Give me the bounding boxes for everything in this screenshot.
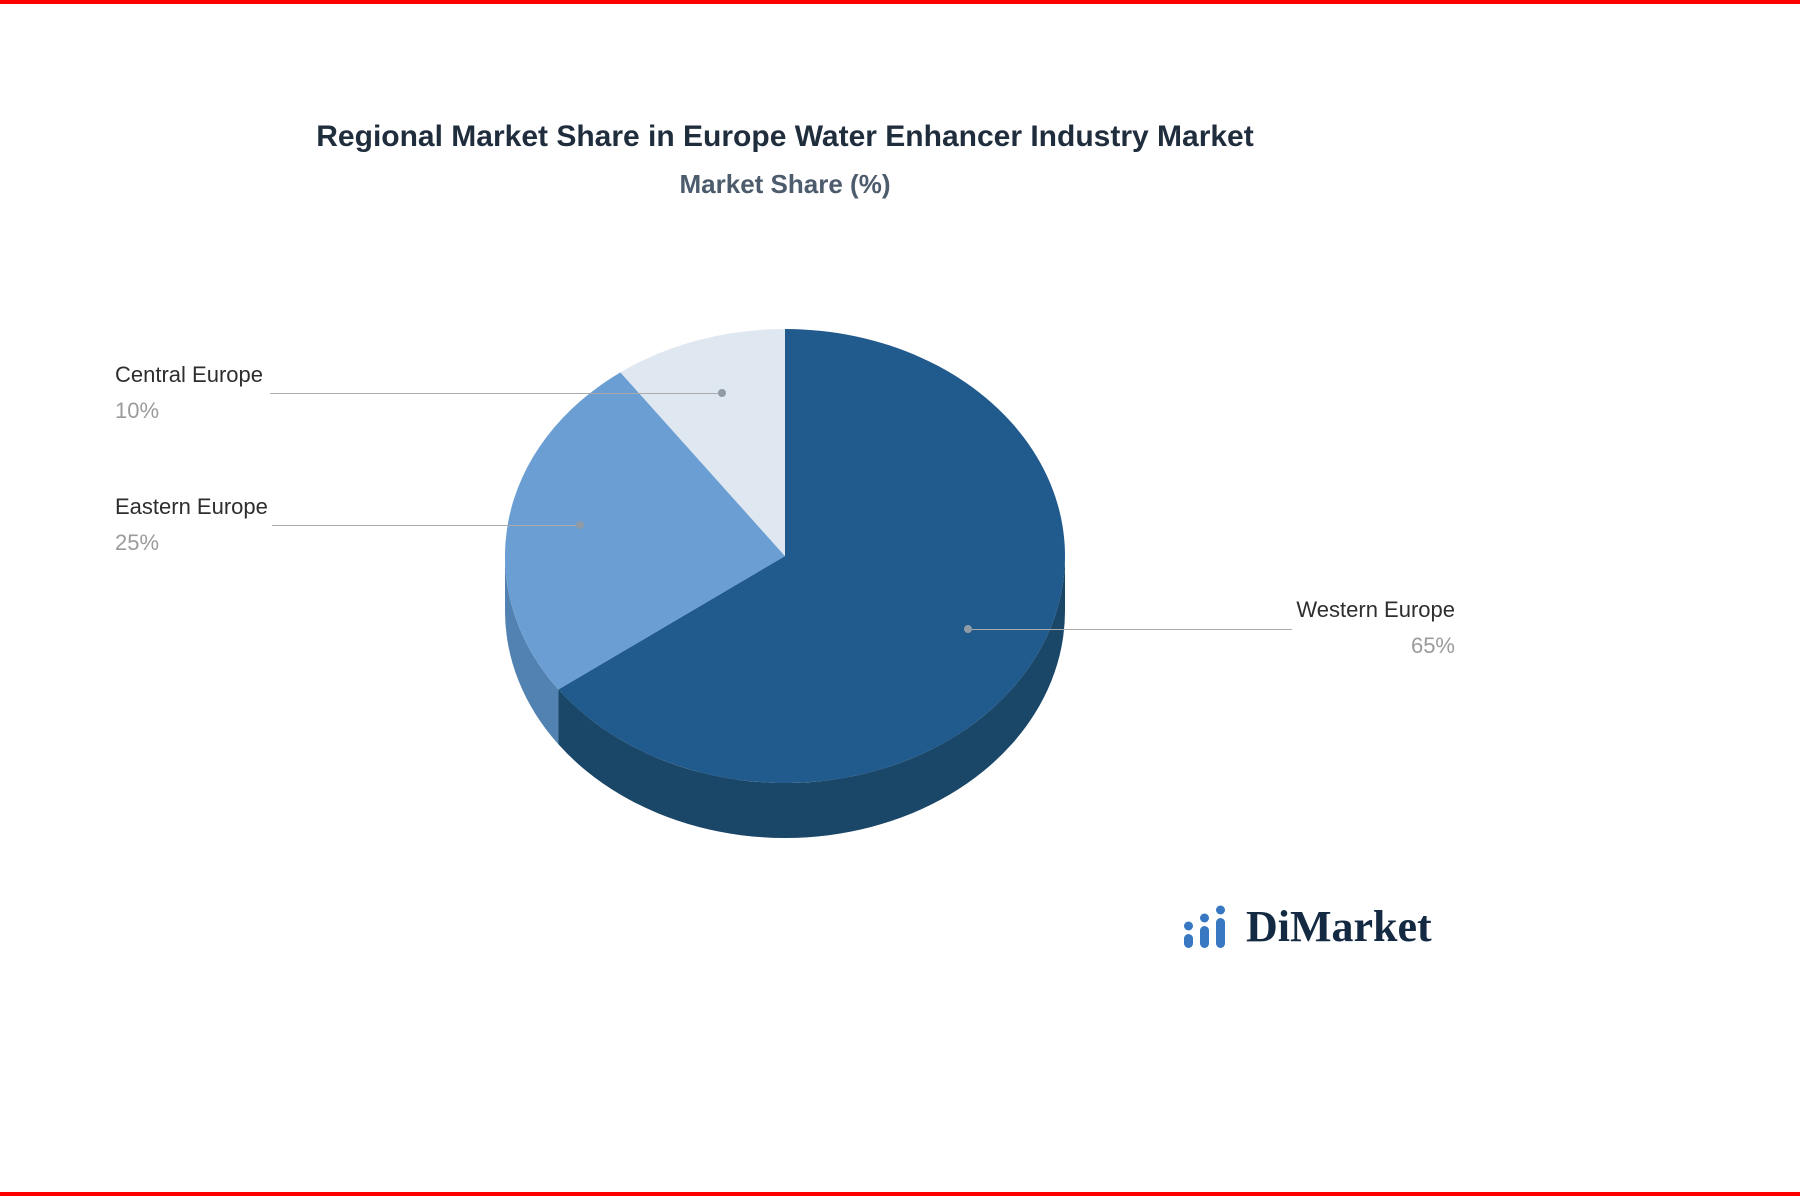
- bottom-red-border: [0, 1192, 1800, 1196]
- logo-text: DiMarket: [1246, 901, 1432, 951]
- slice-label-western-europe: Western Europe: [1296, 597, 1455, 622]
- leader-line-central-europe: [270, 393, 722, 394]
- logo-bar: [1216, 918, 1225, 948]
- chart-subtitle: Market Share (%): [679, 169, 891, 199]
- leader-line-western-europe: [968, 629, 1292, 630]
- callout-eastern-europe: Eastern Europe 25%: [115, 494, 268, 556]
- logo-bar: [1200, 926, 1209, 948]
- callout-western-europe: Western Europe 65%: [1296, 597, 1455, 659]
- chart-title: Regional Market Share in Europe Water En…: [316, 120, 1254, 153]
- logo-dot: [1184, 921, 1193, 931]
- logo-dot: [1216, 905, 1225, 915]
- slice-value-eastern-europe: 25%: [115, 530, 160, 556]
- pie-slice-side-western-europe: [558, 556, 1065, 838]
- bar-chart-logo-icon: [1184, 905, 1225, 948]
- top-red-border: [0, 0, 1800, 4]
- slice-label-eastern-europe: Eastern Europe: [115, 494, 268, 519]
- callout-central-europe: Central Europe 10%: [115, 362, 263, 424]
- leader-dot-eastern-europe: [576, 521, 584, 529]
- slice-value-central-europe: 10%: [115, 398, 160, 424]
- logo-dot: [1200, 913, 1209, 923]
- logo-bar: [1184, 934, 1193, 948]
- dimarket-logo: DiMarket: [1180, 898, 1432, 954]
- leader-dot-central-europe: [718, 389, 726, 397]
- pie-slice-eastern-europe: [504, 372, 785, 690]
- leader-dot-western-europe: [964, 625, 972, 633]
- pie-slice-western-europe: [558, 329, 1066, 783]
- pie-slice-side-eastern-europe: [505, 556, 559, 745]
- leader-line-eastern-europe: [272, 525, 578, 526]
- pie-slice-central-europe: [620, 329, 785, 556]
- slice-label-central-europe: Central Europe: [115, 362, 263, 387]
- slice-value-western-europe: 65%: [1410, 633, 1455, 659]
